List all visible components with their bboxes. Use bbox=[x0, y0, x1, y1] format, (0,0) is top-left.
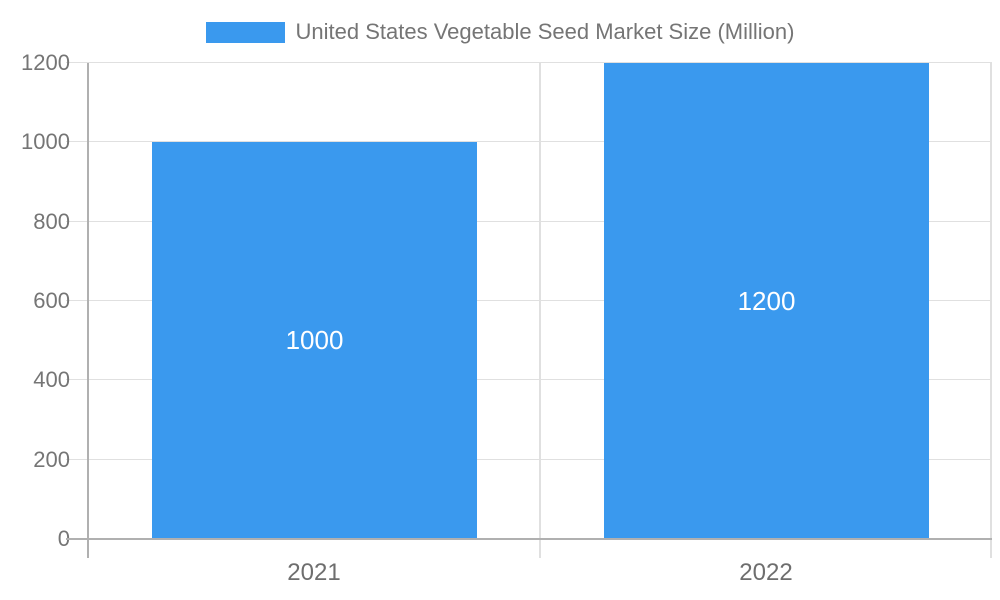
y-axis-tick-label: 0 bbox=[57, 526, 70, 551]
legend-label: United States Vegetable Seed Market Size… bbox=[295, 19, 795, 44]
y-axis-tick-label: 1200 bbox=[21, 50, 70, 75]
bar-value-label: 1200 bbox=[737, 285, 796, 316]
y-axis-tick-label: 800 bbox=[33, 209, 70, 234]
y-axis-tick bbox=[66, 141, 88, 142]
bar: 1000 bbox=[152, 142, 477, 539]
gridline bbox=[88, 62, 992, 63]
y-axis-tick-label: 400 bbox=[33, 367, 70, 392]
bar: 1200 bbox=[604, 63, 929, 539]
x-axis-line bbox=[66, 538, 992, 540]
x-axis-tick-label: 2022 bbox=[739, 559, 793, 586]
x-axis-tick-label: 2021 bbox=[287, 559, 341, 586]
y-axis-tick bbox=[66, 221, 88, 222]
category-divider bbox=[539, 63, 541, 558]
y-axis-tick-label: 200 bbox=[33, 447, 70, 472]
y-axis-tick bbox=[66, 62, 88, 63]
y-axis-line bbox=[87, 63, 89, 558]
y-axis-tick bbox=[66, 459, 88, 460]
legend[interactable]: United States Vegetable Seed Market Size… bbox=[0, 19, 1000, 44]
legend-swatch-icon bbox=[205, 21, 285, 43]
bar-value-label: 1000 bbox=[285, 325, 344, 355]
y-axis-tick-label: 600 bbox=[33, 288, 70, 313]
y-axis-tick-label: 1000 bbox=[21, 129, 70, 154]
plot-right-border bbox=[990, 63, 992, 558]
y-axis-tick bbox=[66, 300, 88, 301]
y-axis-tick bbox=[66, 379, 88, 380]
